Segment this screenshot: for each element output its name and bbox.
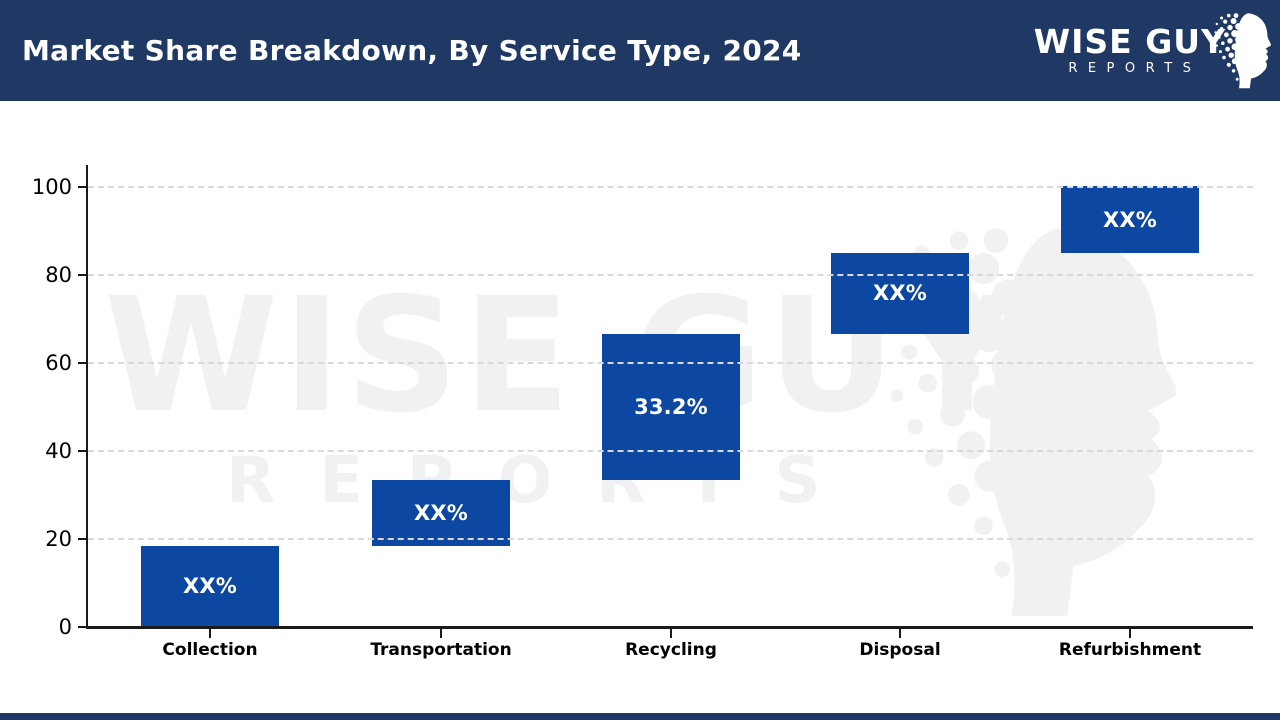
bar-transportation: XX% bbox=[372, 480, 510, 546]
y-axis-line bbox=[86, 165, 88, 629]
gridline-100 bbox=[88, 186, 1253, 188]
y-tick-label-80: 80 bbox=[45, 263, 72, 287]
page-title: Market Share Breakdown, By Service Type,… bbox=[22, 34, 802, 67]
x-label-recycling: Recycling bbox=[625, 640, 717, 660]
y-tick-label-100: 100 bbox=[31, 175, 72, 199]
y-tick-label-40: 40 bbox=[45, 439, 72, 463]
x-tick-transportation bbox=[440, 629, 442, 638]
footer-bar bbox=[0, 713, 1280, 720]
y-tick-80 bbox=[78, 274, 88, 276]
x-tick-collection bbox=[209, 629, 211, 638]
x-label-collection: Collection bbox=[162, 640, 258, 660]
bar-recycling: 33.2% bbox=[602, 333, 740, 481]
gridline-40 bbox=[88, 450, 1253, 452]
plot: XX% XX% 33.2% XX% XX% 0 20 40 60 80 100 Collection T… bbox=[0, 101, 1280, 713]
logo-wordmark: WISE GUY bbox=[1033, 22, 1226, 62]
y-tick-label-60: 60 bbox=[45, 351, 72, 375]
gridline-20 bbox=[88, 538, 1253, 540]
y-tick-40 bbox=[78, 450, 88, 452]
bar-refurbishment: XX% bbox=[1061, 186, 1199, 253]
y-tick-60 bbox=[78, 362, 88, 364]
header-bar: Market Share Breakdown, By Service Type,… bbox=[0, 0, 1280, 101]
x-tick-disposal bbox=[899, 629, 901, 638]
bar-disposal: XX% bbox=[831, 253, 969, 334]
y-tick-label-0: 0 bbox=[58, 615, 72, 639]
gridline-60 bbox=[88, 362, 1253, 364]
logo-head-icon bbox=[1214, 12, 1271, 88]
x-label-refurbishment: Refurbishment bbox=[1058, 640, 1202, 660]
y-tick-20 bbox=[78, 538, 88, 540]
bar-value-label: XX% bbox=[872, 281, 928, 306]
y-tick-label-20: 20 bbox=[45, 527, 72, 551]
gridline-80 bbox=[88, 274, 1253, 276]
bar-value-label: XX% bbox=[1102, 207, 1158, 232]
wise-guy-logo: WISE GUY REPORTS bbox=[1034, 12, 1280, 90]
x-tick-recycling bbox=[670, 629, 672, 638]
bar-value-label: 33.2% bbox=[634, 394, 708, 419]
y-tick-100 bbox=[78, 186, 88, 188]
logo-text: WISE GUY REPORTS bbox=[1034, 25, 1226, 76]
bar-collection: XX% bbox=[141, 545, 279, 627]
bar-value-label: XX% bbox=[182, 574, 238, 599]
y-tick-0 bbox=[78, 626, 88, 628]
bar-value-label: XX% bbox=[413, 500, 469, 525]
x-label-disposal: Disposal bbox=[859, 640, 941, 660]
logo-subtext: REPORTS bbox=[1068, 60, 1202, 76]
x-axis-line bbox=[86, 626, 1253, 629]
x-tick-refurbishment bbox=[1129, 629, 1131, 638]
chart-area: WISE GUY REPORTS XX% XX% 33.2% XX% XX% 0 20 40 6… bbox=[0, 101, 1280, 713]
x-label-transportation: Transportation bbox=[370, 640, 512, 660]
